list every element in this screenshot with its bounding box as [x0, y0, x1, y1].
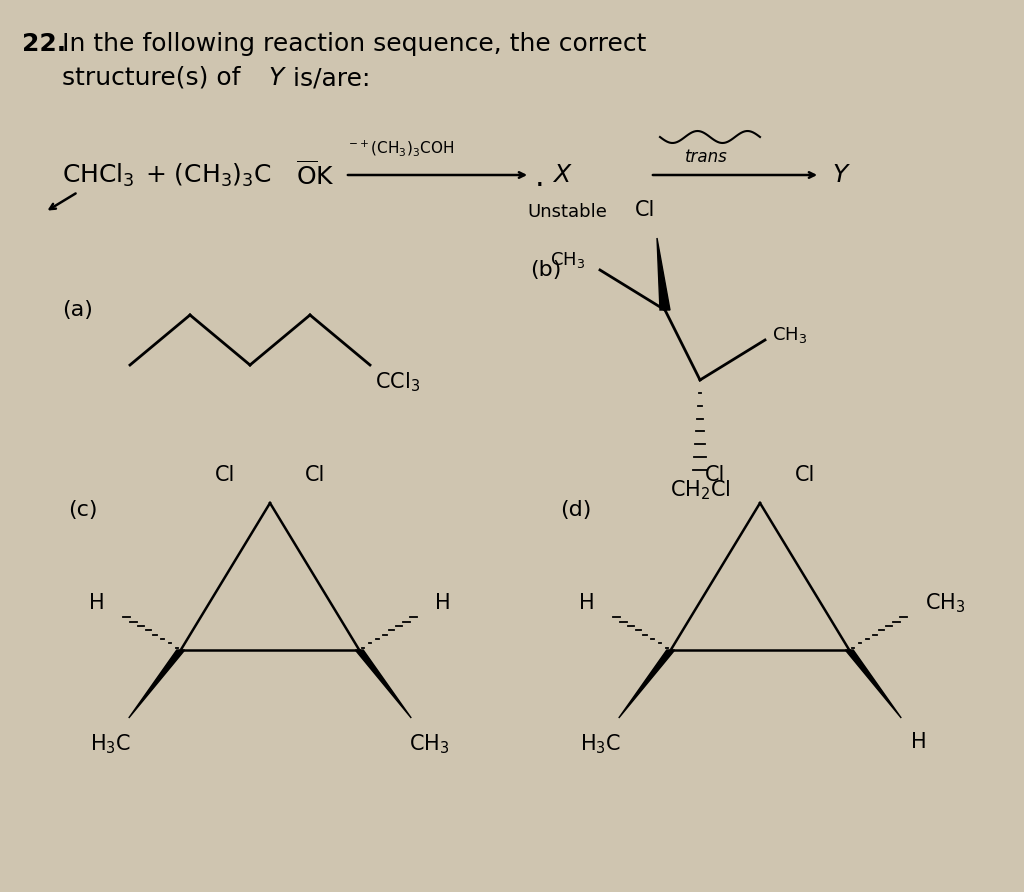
Text: $Y$: $Y$	[831, 163, 851, 187]
Text: CH$_3$: CH$_3$	[409, 732, 450, 756]
Polygon shape	[355, 650, 412, 718]
Text: is/are:: is/are:	[285, 66, 371, 90]
Polygon shape	[845, 650, 901, 718]
Text: Cl: Cl	[305, 465, 326, 485]
Text: (d): (d)	[560, 500, 592, 520]
Text: (a): (a)	[62, 300, 93, 320]
Text: H: H	[911, 732, 927, 752]
Text: Cl: Cl	[215, 465, 236, 485]
Text: trans: trans	[685, 148, 728, 166]
Text: H: H	[580, 593, 595, 613]
Text: structure(s) of: structure(s) of	[62, 66, 249, 90]
Text: $X$: $X$	[552, 163, 572, 187]
Text: $\mathregular{\overline{O}}$K: $\mathregular{\overline{O}}$K	[296, 161, 335, 189]
Text: .: .	[535, 162, 545, 192]
Polygon shape	[657, 238, 670, 310]
Text: CCl$_3$: CCl$_3$	[375, 370, 420, 393]
Polygon shape	[129, 650, 184, 718]
Text: Cl: Cl	[705, 465, 725, 485]
Text: CH$_3$: CH$_3$	[772, 325, 807, 345]
Text: + (CH$_3$)$_3$C: + (CH$_3$)$_3$C	[145, 161, 272, 188]
Text: In the following reaction sequence, the correct: In the following reaction sequence, the …	[62, 32, 646, 56]
Text: Y: Y	[268, 66, 284, 90]
Text: H: H	[435, 593, 451, 613]
Text: $^{-+}$(CH$_3$)$_3$COH: $^{-+}$(CH$_3$)$_3$COH	[348, 138, 454, 158]
Text: CHCl$_3$: CHCl$_3$	[62, 161, 134, 188]
Text: Cl: Cl	[795, 465, 815, 485]
Text: H$_3$C: H$_3$C	[581, 732, 622, 756]
Text: (c): (c)	[68, 500, 97, 520]
Text: H: H	[89, 593, 104, 613]
Text: CH$_2$Cl: CH$_2$Cl	[670, 478, 730, 501]
Text: 22.: 22.	[22, 32, 67, 56]
Text: Unstable: Unstable	[527, 203, 607, 221]
Text: (b): (b)	[530, 260, 561, 280]
Text: CH$_3$: CH$_3$	[926, 591, 966, 615]
Text: H$_3$C: H$_3$C	[90, 732, 131, 756]
Text: Cl: Cl	[635, 200, 655, 220]
Polygon shape	[618, 650, 675, 718]
Text: CH$_3$: CH$_3$	[550, 250, 585, 270]
